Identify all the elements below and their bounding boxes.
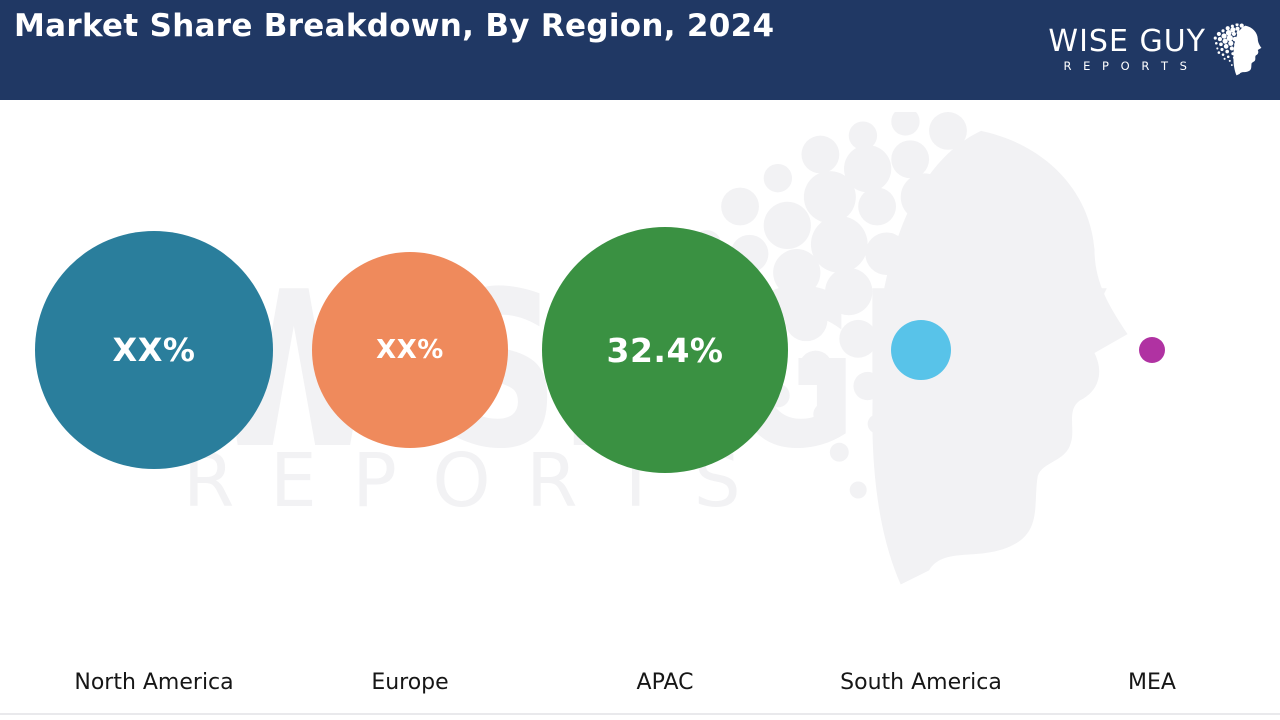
logo-wordmark: WISE GUY bbox=[1048, 24, 1206, 59]
logo-head-icon bbox=[1213, 23, 1262, 76]
bubble-north-america: XX% bbox=[35, 231, 273, 469]
category-label-mea: MEA bbox=[1128, 670, 1176, 695]
bubble-south-america bbox=[891, 320, 951, 380]
bottom-divider bbox=[0, 713, 1280, 715]
bubble-mea bbox=[1139, 337, 1165, 363]
bubble-value-label: XX% bbox=[376, 335, 444, 365]
bubble-chart: WISE GUY R E P O R T S XX% XX% 32.4% Nor… bbox=[0, 100, 1280, 695]
category-label-north-america: North America bbox=[74, 670, 234, 695]
header-bar: Market Share Breakdown, By Region, 2024 … bbox=[0, 0, 1280, 100]
category-label-europe: Europe bbox=[371, 670, 449, 695]
bubble-europe: XX% bbox=[312, 252, 508, 448]
category-label-south-america: South America bbox=[840, 670, 1002, 695]
bubble-apac: 32.4% bbox=[542, 227, 788, 473]
bubble-value-label: XX% bbox=[112, 331, 196, 369]
category-label-apac: APAC bbox=[636, 670, 694, 695]
brand-logo: WISE GUY R E P O R T S bbox=[1048, 8, 1264, 90]
logo-subtext: R E P O R T S bbox=[1063, 59, 1191, 73]
brand-logo-text: WISE GUY R E P O R T S bbox=[1048, 25, 1206, 73]
bubble-value-label: 32.4% bbox=[606, 330, 724, 370]
page-title: Market Share Breakdown, By Region, 2024 bbox=[14, 8, 775, 44]
